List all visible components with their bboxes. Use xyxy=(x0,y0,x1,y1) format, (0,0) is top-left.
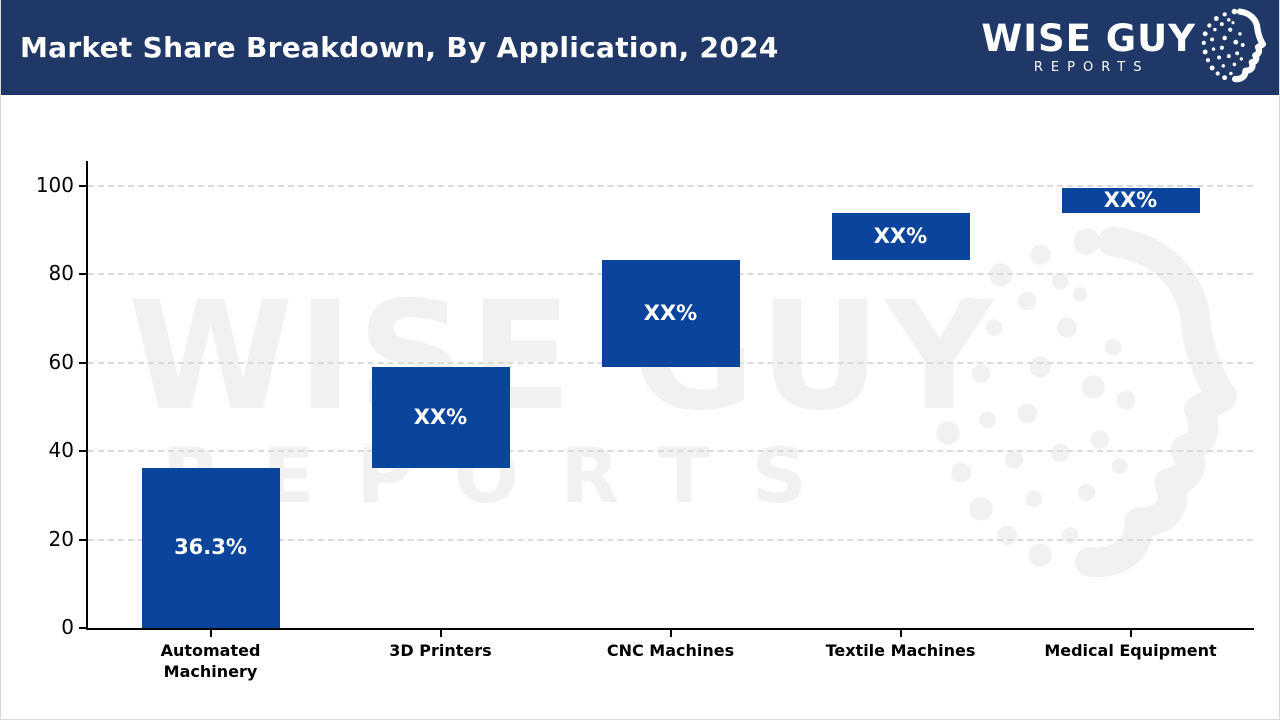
x-tick-mark xyxy=(209,630,212,637)
x-category-label: Textile Machines xyxy=(825,641,976,660)
gridline-y-100 xyxy=(88,185,1253,187)
y-tick-mark xyxy=(79,361,88,364)
y-tick-mark xyxy=(79,538,88,541)
y-tick-label: 20 xyxy=(48,526,74,551)
x-tick-mark xyxy=(669,630,672,637)
y-tick-label: 60 xyxy=(48,349,74,374)
bar-value-label: XX% xyxy=(873,223,928,248)
watermark-wordmark: WISE GUY xyxy=(128,270,998,444)
bar-value-label: XX% xyxy=(643,301,698,325)
x-category-label: CNC Machines xyxy=(606,641,735,660)
y-axis-spine xyxy=(85,161,88,630)
x-category-label: 3D Printers xyxy=(389,641,492,660)
bar-cnc-machines: XX% xyxy=(601,259,740,368)
y-tick-mark xyxy=(79,273,88,276)
x-category-label: Medical Equipment xyxy=(1044,641,1217,660)
x-tick-mark xyxy=(439,630,442,637)
bar-value-label: XX% xyxy=(1103,188,1158,213)
x-axis-spine xyxy=(85,627,1254,630)
x-tick-mark xyxy=(1129,630,1132,637)
bar-textile-machines: XX% xyxy=(831,212,970,260)
x-tick-mark xyxy=(899,630,902,637)
x-category-label: Automated Machinery xyxy=(160,641,261,681)
header-bar: Market Share Breakdown, By Application, … xyxy=(0,0,1280,95)
bar-value-label: XX% xyxy=(413,404,468,429)
dotted-head-icon xyxy=(1198,6,1268,86)
page-title: Market Share Breakdown, By Application, … xyxy=(20,31,779,64)
gridline-y-40 xyxy=(88,450,1253,453)
y-tick-label: 100 xyxy=(35,173,74,197)
y-tick-mark xyxy=(79,450,88,453)
gridline-y-20 xyxy=(88,538,1253,541)
y-tick-mark xyxy=(79,627,88,629)
brand-logo: WISE GUY REPORTS xyxy=(981,6,1268,86)
y-tick-mark xyxy=(79,185,88,187)
bar-medical-equipment: XX% xyxy=(1061,188,1200,213)
y-tick-label: 0 xyxy=(61,615,74,639)
bar-value-label: 36.3% xyxy=(174,535,247,560)
bar-automated-machinery: 36.3% xyxy=(141,467,280,628)
y-tick-label: 40 xyxy=(48,438,74,463)
logo-subtitle: REPORTS xyxy=(1033,60,1150,75)
y-tick-label: 80 xyxy=(48,261,74,286)
bar-3d-printers: XX% xyxy=(371,367,510,468)
logo-wordmark: WISE GUY xyxy=(981,17,1196,60)
